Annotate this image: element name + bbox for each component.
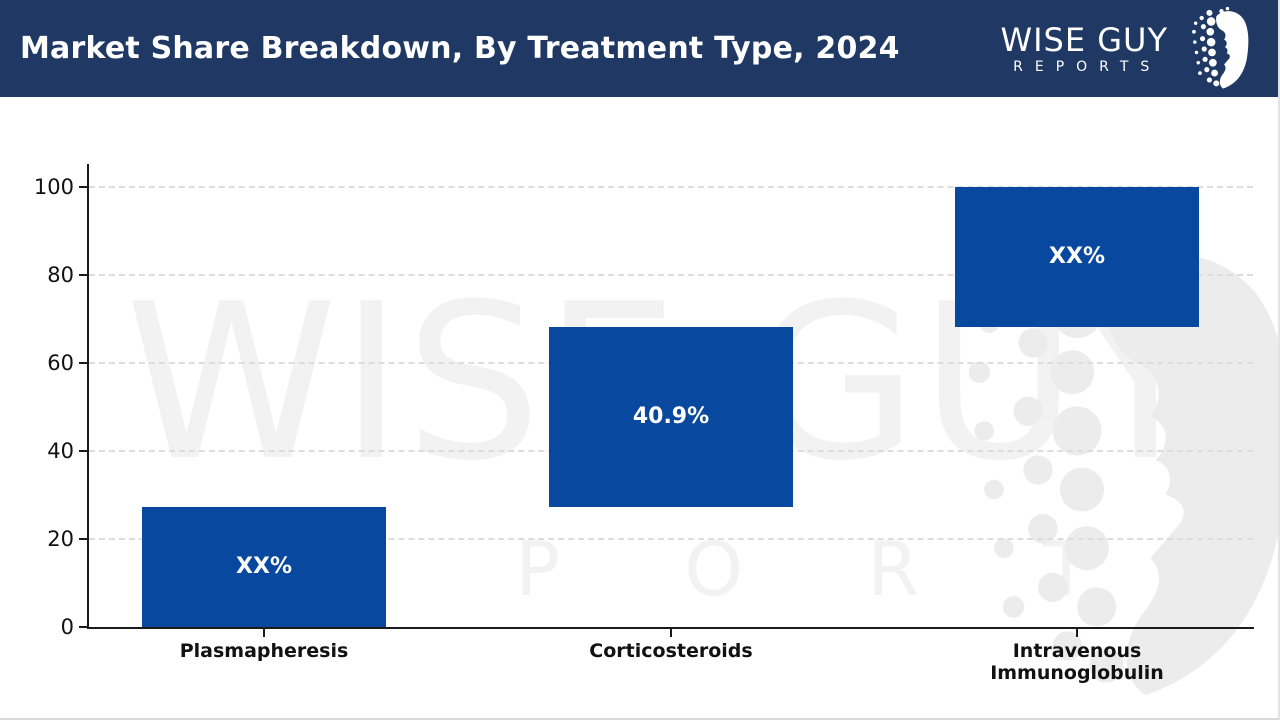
logo-subtitle: REPORTS	[1013, 58, 1162, 75]
y-axis-tick	[79, 450, 87, 452]
y-axis-tick-label: 0	[60, 615, 74, 639]
x-category-label: Intravenous Immunoglobulin	[990, 640, 1164, 684]
logo-wordmark: WISE GUY	[1000, 20, 1168, 59]
y-axis-tick-label: 80	[47, 263, 74, 287]
y-axis-tick	[79, 362, 87, 364]
page-title: Market Share Breakdown, By Treatment Typ…	[20, 31, 900, 66]
x-category-label: Plasmapheresis	[179, 640, 349, 662]
y-axis-tick-label: 40	[47, 439, 74, 463]
gridline	[89, 538, 1253, 540]
x-axis-tick	[1076, 629, 1078, 637]
x-axis-tick	[670, 629, 672, 637]
x-axis-tick	[263, 629, 265, 637]
y-axis-tick	[79, 538, 87, 540]
y-axis-tick-label: 20	[47, 527, 74, 551]
plot-area: 0 20 40 60 80 100 XX% Plasmapheresis 40.9% Cortic…	[0, 97, 1278, 718]
wiseguy-logo-text: WISE GUY REPORTS	[1000, 24, 1168, 74]
bar-2: 40.9%	[549, 326, 793, 507]
bar-1: XX%	[142, 506, 386, 627]
bar-value-label: XX%	[236, 554, 292, 580]
y-axis-line	[87, 164, 89, 629]
y-axis-tick	[79, 626, 87, 628]
x-category-label: Corticosteroids	[589, 640, 753, 662]
y-axis-tick	[79, 186, 87, 188]
y-axis-tick-label: 100	[33, 175, 74, 199]
gridline	[89, 274, 1253, 276]
wiseguy-face-icon	[1192, 6, 1249, 89]
gridline	[89, 186, 1253, 188]
header-bar: Market Share Breakdown, By Treatment Typ…	[0, 0, 1278, 97]
chart-area: WISE GUY R E P O R T S 0 20 40 60 80 100 XX% Pl…	[0, 97, 1278, 718]
bar-3: XX%	[955, 187, 1199, 327]
wiseguy-logo: WISE GUY REPORTS	[1000, 6, 1254, 92]
y-axis-tick	[79, 274, 87, 276]
bar-value-label: 40.9%	[632, 404, 710, 430]
x-axis-line	[87, 627, 1254, 629]
y-axis-tick-label: 60	[47, 351, 74, 375]
bar-value-label: XX%	[1049, 244, 1105, 270]
